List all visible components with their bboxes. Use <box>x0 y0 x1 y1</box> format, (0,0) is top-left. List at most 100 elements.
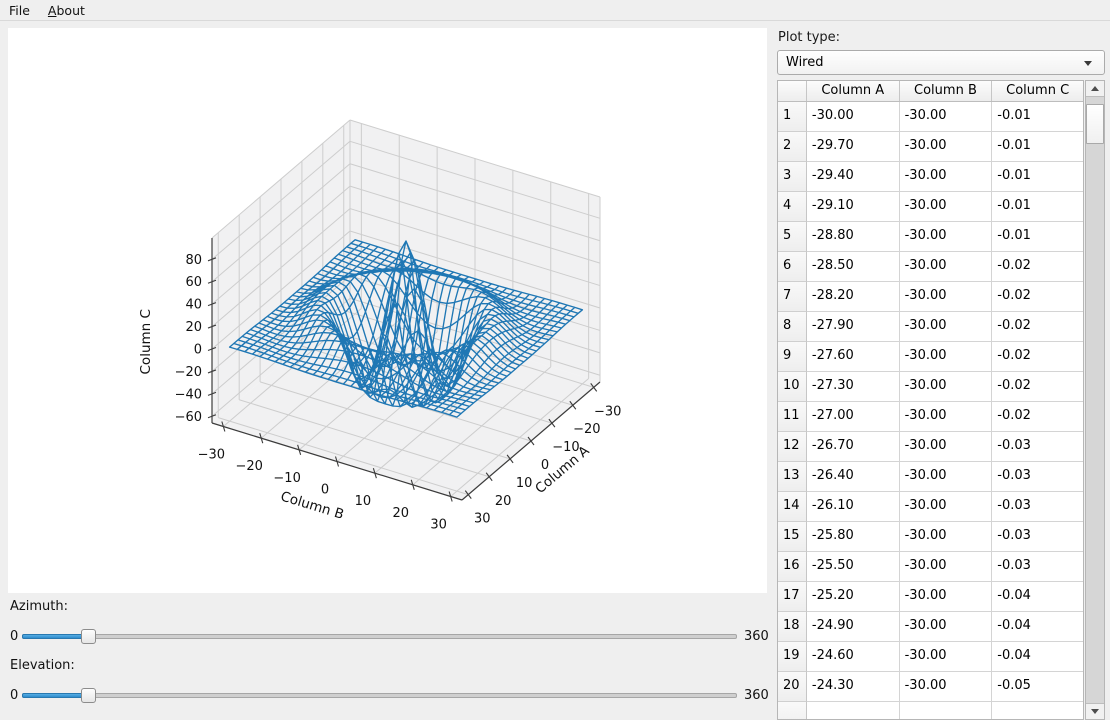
table-row[interactable]: 5 -28.80 -30.00 -0.01 <box>778 222 1083 252</box>
cell-column-a[interactable]: -29.40 <box>806 162 900 192</box>
row-number[interactable]: 3 <box>778 162 807 192</box>
cell-column-a[interactable]: -27.60 <box>806 342 900 372</box>
menu-item-about[interactable]: About <box>47 2 85 18</box>
table-row[interactable]: 6 -28.50 -30.00 -0.02 <box>778 252 1083 282</box>
azimuth-slider-groove[interactable] <box>22 634 737 639</box>
elevation-slider-handle[interactable] <box>80 688 96 703</box>
row-number[interactable]: 7 <box>778 282 807 312</box>
azimuth-slider-handle[interactable] <box>80 629 96 644</box>
row-number[interactable]: 17 <box>778 582 807 612</box>
cell-column-b[interactable]: -30.00 <box>899 642 993 672</box>
table-row[interactable]: 12 -26.70 -30.00 -0.03 <box>778 432 1083 462</box>
row-number[interactable]: 15 <box>778 522 807 552</box>
table-row[interactable] <box>778 702 1083 719</box>
row-number[interactable]: 9 <box>778 342 807 372</box>
table-header-column-b[interactable]: Column B <box>900 81 993 101</box>
scrollbar-thumb[interactable] <box>1086 104 1104 144</box>
cell-column-b[interactable]: -30.00 <box>899 672 993 702</box>
cell-column-a[interactable]: -29.70 <box>806 132 900 162</box>
table-row[interactable]: 19 -24.60 -30.00 -0.04 <box>778 642 1083 672</box>
table-header-column-a[interactable]: Column A <box>807 81 900 101</box>
cell-column-a[interactable]: -27.00 <box>806 402 900 432</box>
table-row[interactable]: 20 -24.30 -30.00 -0.05 <box>778 672 1083 702</box>
azimuth-slider[interactable] <box>22 629 737 644</box>
menu-item-file[interactable]: File <box>9 2 30 18</box>
cell-column-b[interactable] <box>900 702 993 719</box>
cell-column-c[interactable]: -0.02 <box>992 342 1083 372</box>
table-row[interactable]: 8 -27.90 -30.00 -0.02 <box>778 312 1083 342</box>
table-row[interactable]: 11 -27.00 -30.00 -0.02 <box>778 402 1083 432</box>
cell-column-c[interactable]: -0.04 <box>992 612 1083 642</box>
cell-column-c[interactable]: -0.03 <box>992 462 1083 492</box>
row-number[interactable]: 20 <box>778 672 807 702</box>
cell-column-a[interactable]: -27.30 <box>806 372 900 402</box>
cell-column-a[interactable]: -28.80 <box>806 222 900 252</box>
cell-column-c[interactable]: -0.01 <box>992 162 1083 192</box>
row-number[interactable]: 13 <box>778 462 807 492</box>
scroll-down-button[interactable] <box>1086 703 1104 719</box>
vertical-scrollbar[interactable] <box>1085 80 1105 720</box>
cell-column-a[interactable]: -24.90 <box>806 612 900 642</box>
cell-column-b[interactable]: -30.00 <box>899 582 993 612</box>
cell-column-b[interactable]: -30.00 <box>899 282 993 312</box>
row-number[interactable]: 2 <box>778 132 807 162</box>
cell-column-b[interactable]: -30.00 <box>899 492 993 522</box>
cell-column-a[interactable]: -24.60 <box>806 642 900 672</box>
table-row[interactable]: 10 -27.30 -30.00 -0.02 <box>778 372 1083 402</box>
cell-column-c[interactable] <box>992 702 1083 719</box>
row-number[interactable]: 11 <box>778 402 807 432</box>
cell-column-a[interactable]: -25.80 <box>806 522 900 552</box>
cell-column-b[interactable]: -30.00 <box>899 522 993 552</box>
table-row[interactable]: 2 -29.70 -30.00 -0.01 <box>778 132 1083 162</box>
table-row[interactable]: 16 -25.50 -30.00 -0.03 <box>778 552 1083 582</box>
cell-column-b[interactable]: -30.00 <box>899 342 993 372</box>
cell-column-b[interactable]: -30.00 <box>899 372 993 402</box>
cell-column-c[interactable]: -0.05 <box>992 672 1083 702</box>
cell-column-c[interactable]: -0.03 <box>992 522 1083 552</box>
table-row[interactable]: 18 -24.90 -30.00 -0.04 <box>778 612 1083 642</box>
row-number[interactable]: 5 <box>778 222 807 252</box>
row-number[interactable]: 8 <box>778 312 807 342</box>
cell-column-b[interactable]: -30.00 <box>899 162 993 192</box>
table-row[interactable]: 4 -29.10 -30.00 -0.01 <box>778 192 1083 222</box>
cell-column-c[interactable]: -0.01 <box>992 102 1083 132</box>
data-table[interactable]: Column A Column B Column C 1 -30.00 -30.00… <box>777 80 1084 720</box>
row-number[interactable]: 12 <box>778 432 807 462</box>
cell-column-c[interactable]: -0.04 <box>992 582 1083 612</box>
table-row[interactable]: 9 -27.60 -30.00 -0.02 <box>778 342 1083 372</box>
row-number[interactable]: 19 <box>778 642 807 672</box>
cell-column-c[interactable]: -0.02 <box>992 282 1083 312</box>
cell-column-a[interactable]: -30.00 <box>806 102 900 132</box>
cell-column-c[interactable]: -0.02 <box>992 312 1083 342</box>
cell-column-c[interactable]: -0.01 <box>992 192 1083 222</box>
cell-column-b[interactable]: -30.00 <box>899 432 993 462</box>
table-row[interactable]: 14 -26.10 -30.00 -0.03 <box>778 492 1083 522</box>
cell-column-a[interactable]: -28.50 <box>806 252 900 282</box>
plot-type-combobox[interactable]: Wired <box>777 50 1105 75</box>
table-row[interactable]: 3 -29.40 -30.00 -0.01 <box>778 162 1083 192</box>
row-number[interactable]: 6 <box>778 252 807 282</box>
row-number[interactable] <box>778 702 807 719</box>
cell-column-c[interactable]: -0.03 <box>992 492 1083 522</box>
cell-column-b[interactable]: -30.00 <box>899 612 993 642</box>
row-number[interactable]: 1 <box>778 102 807 132</box>
cell-column-a[interactable]: -28.20 <box>806 282 900 312</box>
cell-column-b[interactable]: -30.00 <box>899 552 993 582</box>
cell-column-b[interactable]: -30.00 <box>899 132 993 162</box>
cell-column-a[interactable]: -29.10 <box>806 192 900 222</box>
cell-column-a[interactable]: -26.10 <box>806 492 900 522</box>
table-row[interactable]: 13 -26.40 -30.00 -0.03 <box>778 462 1083 492</box>
cell-column-c[interactable]: -0.04 <box>992 642 1083 672</box>
cell-column-a[interactable]: -25.20 <box>806 582 900 612</box>
cell-column-a[interactable]: -26.70 <box>806 432 900 462</box>
cell-column-c[interactable]: -0.01 <box>992 222 1083 252</box>
cell-column-a[interactable]: -25.50 <box>806 552 900 582</box>
row-number[interactable]: 4 <box>778 192 807 222</box>
table-row[interactable]: 7 -28.20 -30.00 -0.02 <box>778 282 1083 312</box>
cell-column-a[interactable]: -26.40 <box>806 462 900 492</box>
cell-column-b[interactable]: -30.00 <box>899 192 993 222</box>
elevation-slider-groove[interactable] <box>22 693 737 698</box>
scroll-up-button[interactable] <box>1086 81 1104 97</box>
cell-column-a[interactable]: -27.90 <box>806 312 900 342</box>
plot-canvas[interactable]: −30 −20 −10 0 10 20 30 −30 −20 −10 0 10 20 30 −60 −40 −2… <box>8 28 767 593</box>
